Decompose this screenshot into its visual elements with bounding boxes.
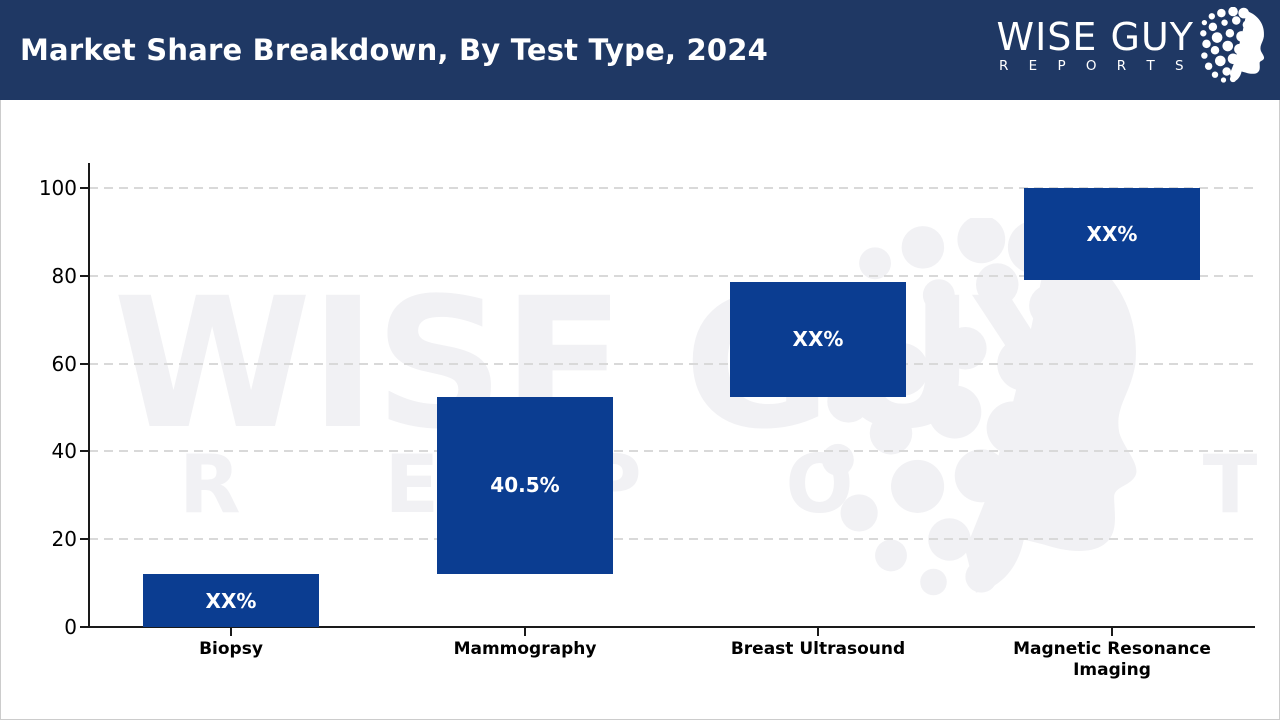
bar-value-label: XX% xyxy=(1086,222,1138,247)
gridline-60 xyxy=(89,362,1254,365)
y-axis-label-80: 80 xyxy=(51,263,77,288)
bar-value-label: XX% xyxy=(205,588,257,613)
logo-subtitle: R E P O R T S xyxy=(998,58,1192,75)
bar-mammography: 40.5% xyxy=(437,396,613,575)
y-tick-80 xyxy=(80,274,88,277)
x-tick-0 xyxy=(230,628,232,636)
y-axis-label-20: 20 xyxy=(51,527,77,552)
gridline-100 xyxy=(89,187,1254,189)
x-tick-1 xyxy=(524,628,526,636)
x-tick-3 xyxy=(1111,628,1113,636)
y-tick-100 xyxy=(80,187,88,189)
logo-wordmark: WISE GUY xyxy=(996,14,1194,59)
bar-value-label: 40.5% xyxy=(490,473,560,498)
gridline-80 xyxy=(89,274,1254,277)
y-axis-label-40: 40 xyxy=(51,439,77,464)
gridline-40 xyxy=(89,450,1254,453)
y-axis-label-60: 60 xyxy=(51,351,77,376)
x-axis-label-mammography: Mammography xyxy=(453,639,597,659)
header-bar: Market Share Breakdown, By Test Type, 20… xyxy=(0,0,1280,100)
y-tick-0 xyxy=(80,626,88,628)
wiseguy-logo: WISE GUY R E P O R T S xyxy=(997,7,1266,85)
x-tick-2 xyxy=(817,628,819,636)
y-tick-20 xyxy=(80,538,88,541)
y-axis-label-100: 100 xyxy=(38,176,77,200)
x-axis-line xyxy=(88,626,1255,628)
y-tick-40 xyxy=(80,450,88,453)
y-tick-60 xyxy=(80,362,88,365)
x-axis-label-biopsy: Biopsy xyxy=(199,639,263,659)
page-title: Market Share Breakdown, By Test Type, 20… xyxy=(20,33,769,67)
gridline-20 xyxy=(89,538,1254,541)
bar-biopsy: XX% xyxy=(143,574,319,627)
y-axis-label-0: 0 xyxy=(64,615,77,639)
wiseguy-logo-text: WISE GUY R E P O R T S xyxy=(996,14,1194,75)
wiseguy-head-icon xyxy=(1198,7,1266,85)
bar-value-label: XX% xyxy=(792,327,844,352)
bar-breast-ultrasound: XX% xyxy=(730,282,906,397)
x-axis-label-magnetic-resonance-imaging: Magnetic Resonance Imaging xyxy=(1013,639,1211,681)
y-axis-line xyxy=(88,163,90,628)
bar-magnetic-resonance-imaging: XX% xyxy=(1024,188,1200,281)
x-axis-label-breast-ultrasound: Breast Ultrasound xyxy=(730,639,906,659)
